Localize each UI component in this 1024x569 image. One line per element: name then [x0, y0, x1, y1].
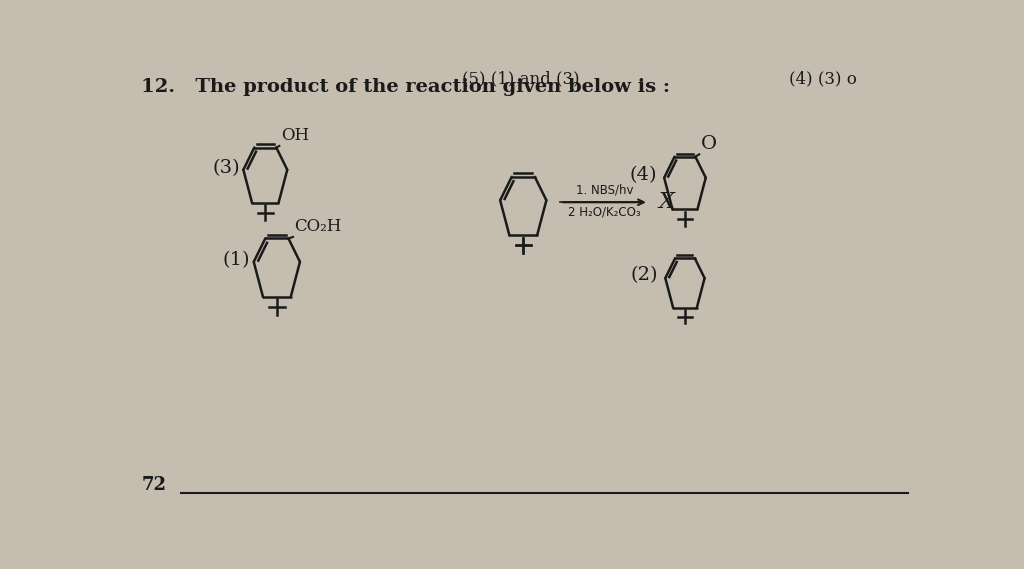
Text: 1. NBS/hv: 1. NBS/hv [575, 184, 633, 197]
Text: 72: 72 [141, 476, 166, 494]
Text: 12.   The product of the reaction given below is :: 12. The product of the reaction given be… [141, 77, 671, 96]
Text: X: X [658, 191, 674, 213]
Text: (4): (4) [630, 166, 657, 184]
Text: (1): (1) [223, 251, 251, 269]
Text: (2): (2) [631, 266, 658, 284]
Text: (5) (1) and (3): (5) (1) and (3) [462, 71, 580, 88]
Text: (3): (3) [213, 159, 241, 176]
Text: 2 H₂O/K₂CO₃: 2 H₂O/K₂CO₃ [568, 205, 641, 218]
Text: (4) (3) o: (4) (3) o [788, 71, 857, 88]
Text: O: O [700, 135, 717, 153]
Text: OH: OH [281, 127, 309, 145]
Text: CO₂H: CO₂H [295, 218, 342, 236]
